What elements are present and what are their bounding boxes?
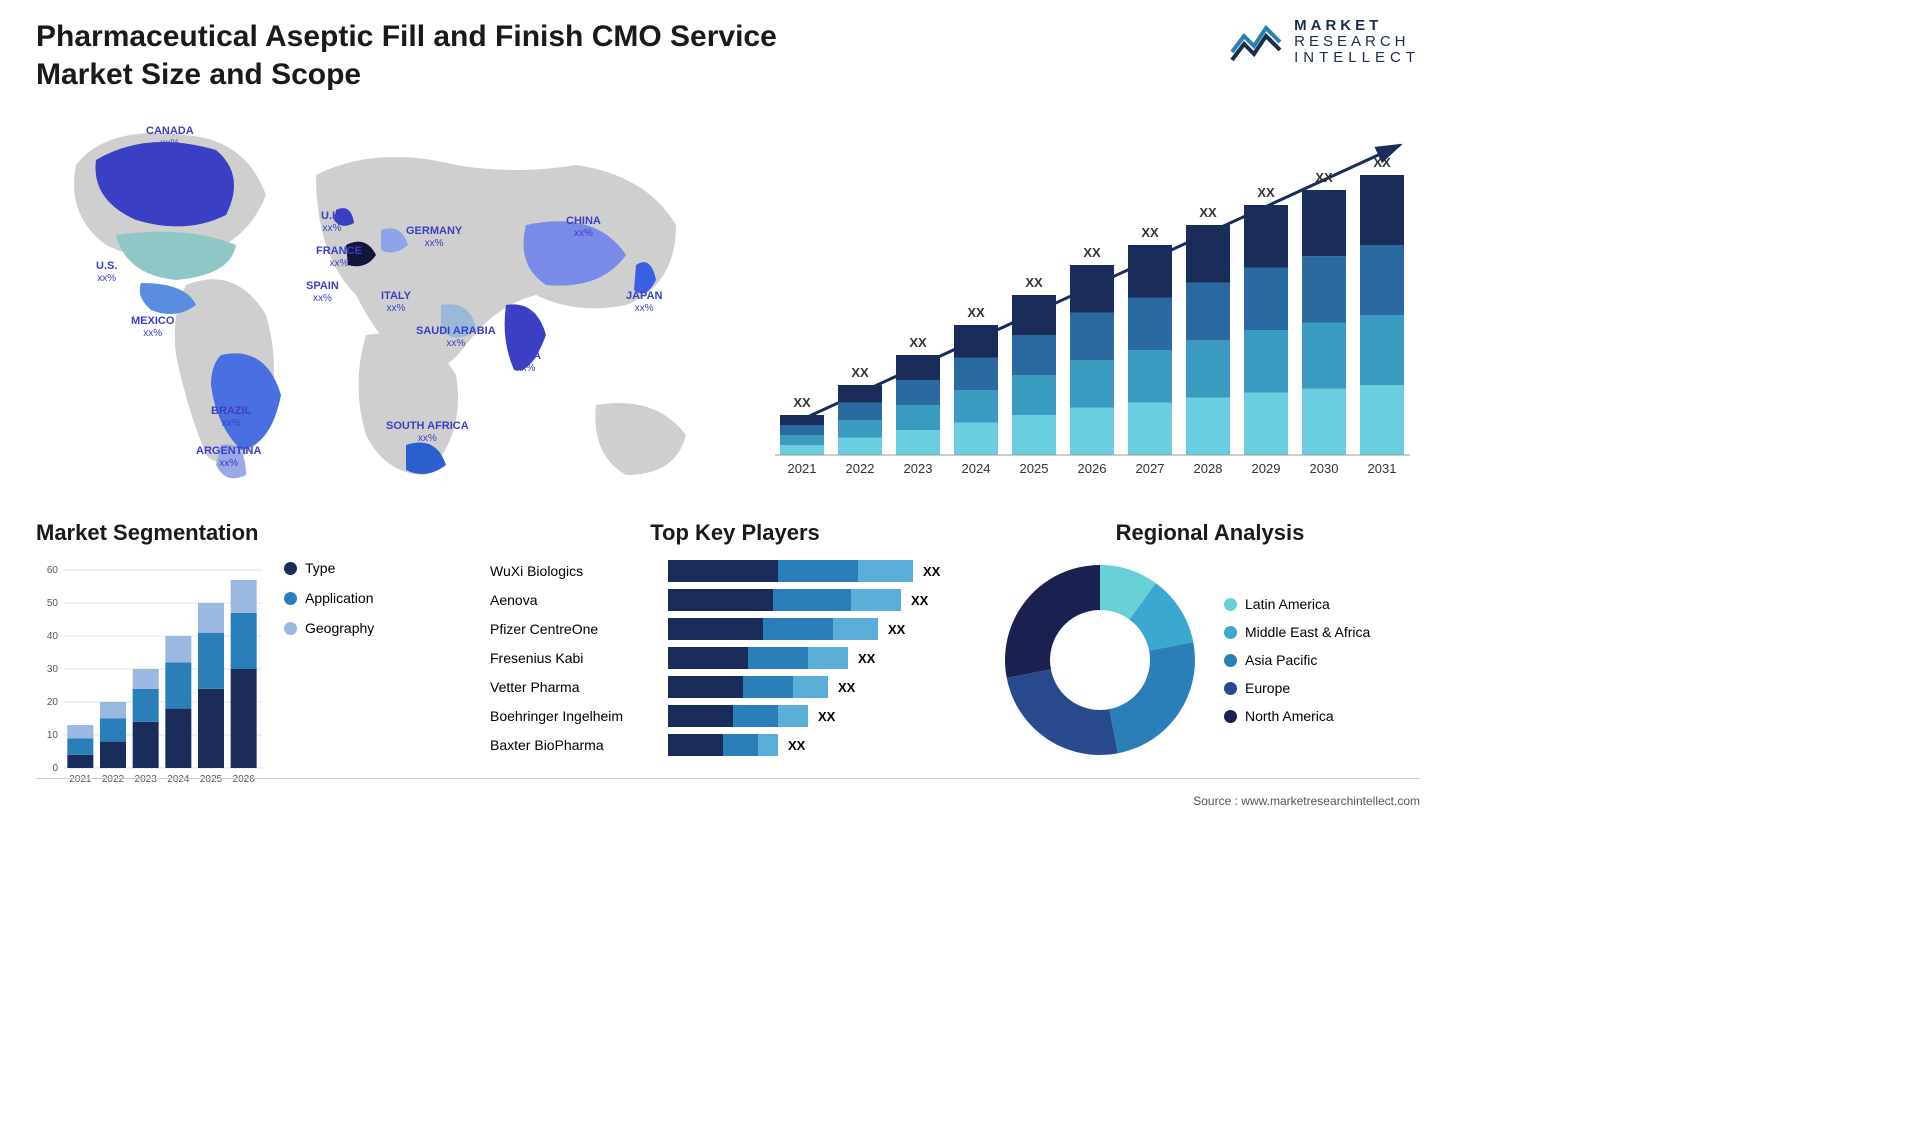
svg-text:2026: 2026 bbox=[233, 774, 256, 785]
players-bars: XX XX XX XX XX XX XX bbox=[668, 560, 980, 756]
player-bar-row: XX bbox=[668, 560, 980, 582]
map-label: BRAZILxx% bbox=[211, 405, 251, 429]
svg-text:XX: XX bbox=[1083, 245, 1101, 260]
legend-item: Application bbox=[284, 590, 374, 606]
svg-text:XX: XX bbox=[1141, 225, 1159, 240]
legend-item: Latin America bbox=[1224, 596, 1370, 612]
svg-text:40: 40 bbox=[47, 631, 59, 642]
map-label: FRANCExx% bbox=[316, 245, 362, 269]
svg-text:2025: 2025 bbox=[1020, 461, 1049, 476]
legend-item: North America bbox=[1224, 708, 1370, 724]
footer-separator bbox=[36, 778, 1420, 779]
svg-text:XX: XX bbox=[909, 335, 927, 350]
player-bar-row: XX bbox=[668, 589, 980, 611]
svg-text:10: 10 bbox=[47, 730, 59, 741]
svg-text:2030: 2030 bbox=[1310, 461, 1339, 476]
svg-text:2021: 2021 bbox=[69, 774, 92, 785]
segmentation-legend: Type Application Geography bbox=[284, 560, 374, 790]
legend-item: Type bbox=[284, 560, 374, 576]
segmentation-panel: Market Segmentation 0 10 20 30 40 50 60 2021 202… bbox=[36, 520, 456, 790]
svg-text:2024: 2024 bbox=[962, 461, 991, 476]
players-panel: Top Key Players WuXi Biologics Aenova Pfiz… bbox=[490, 520, 980, 756]
svg-text:XX: XX bbox=[1373, 155, 1391, 170]
map-label: CANADAxx% bbox=[146, 125, 194, 149]
svg-text:XX: XX bbox=[1315, 170, 1333, 185]
map-label: ITALYxx% bbox=[381, 290, 411, 314]
svg-text:2025: 2025 bbox=[200, 774, 223, 785]
svg-text:XX: XX bbox=[851, 365, 869, 380]
players-names: WuXi Biologics Aenova Pfizer CentreOne Fres… bbox=[490, 560, 660, 756]
brand-logo: MARKET RESEARCH INTELLECT bbox=[1230, 18, 1420, 65]
segmentation-title: Market Segmentation bbox=[36, 520, 456, 546]
regional-donut bbox=[1000, 560, 1200, 760]
svg-text:2029: 2029 bbox=[1252, 461, 1281, 476]
svg-text:2023: 2023 bbox=[904, 461, 933, 476]
svg-text:XX: XX bbox=[793, 395, 811, 410]
player-name: Fresenius Kabi bbox=[490, 647, 660, 669]
map-label: U.S.xx% bbox=[96, 260, 117, 284]
svg-text:2023: 2023 bbox=[135, 774, 158, 785]
map-label: JAPANxx% bbox=[626, 290, 662, 314]
logo-mark-icon bbox=[1230, 22, 1284, 62]
player-bar-row: XX bbox=[668, 705, 980, 727]
player-name: Pfizer CentreOne bbox=[490, 618, 660, 640]
map-label: MEXICOxx% bbox=[131, 315, 174, 339]
player-bar-row: XX bbox=[668, 618, 980, 640]
regional-title: Regional Analysis bbox=[1000, 520, 1420, 546]
logo-text-3: INTELLECT bbox=[1294, 50, 1420, 66]
player-name: Baxter BioPharma bbox=[490, 734, 660, 756]
svg-text:50: 50 bbox=[47, 598, 59, 609]
legend-item: Asia Pacific bbox=[1224, 652, 1370, 668]
svg-text:2021: 2021 bbox=[788, 461, 817, 476]
map-label: U.K.xx% bbox=[321, 210, 343, 234]
svg-text:2022: 2022 bbox=[102, 774, 125, 785]
svg-text:0: 0 bbox=[52, 763, 58, 774]
map-label: GERMANYxx% bbox=[406, 225, 462, 249]
player-bar-row: XX bbox=[668, 676, 980, 698]
map-label: INDIAxx% bbox=[511, 350, 541, 374]
regional-panel: Regional Analysis Latin America Middle Ea… bbox=[1000, 520, 1420, 760]
svg-text:XX: XX bbox=[1025, 275, 1043, 290]
source-text: Source : www.marketresearchintellect.com bbox=[1193, 794, 1420, 808]
page-title: Pharmaceutical Aseptic Fill and Finish C… bbox=[36, 18, 816, 93]
player-name: Vetter Pharma bbox=[490, 676, 660, 698]
svg-text:30: 30 bbox=[47, 664, 59, 675]
forecast-svg: 2021 XX 2022 XX 2023 XX 2024 XX 2025 XX 2026 XX 2027… bbox=[760, 105, 1420, 495]
svg-text:2031: 2031 bbox=[1368, 461, 1397, 476]
regional-legend: Latin America Middle East & Africa Asia Pa… bbox=[1224, 596, 1370, 724]
map-label: CHINAxx% bbox=[566, 215, 601, 239]
svg-text:2028: 2028 bbox=[1194, 461, 1223, 476]
svg-text:2022: 2022 bbox=[846, 461, 875, 476]
legend-item: Middle East & Africa bbox=[1224, 624, 1370, 640]
map-svg bbox=[36, 105, 716, 495]
player-name: Boehringer Ingelheim bbox=[490, 705, 660, 727]
legend-item: Geography bbox=[284, 620, 374, 636]
logo-text-2: RESEARCH bbox=[1294, 34, 1420, 50]
player-name: WuXi Biologics bbox=[490, 560, 660, 582]
map-label: SAUDI ARABIAxx% bbox=[416, 325, 496, 349]
map-label: SPAINxx% bbox=[306, 280, 339, 304]
svg-text:60: 60 bbox=[47, 565, 59, 576]
world-map: CANADAxx% U.S.xx% MEXICOxx% BRAZILxx% ARGENT… bbox=[36, 105, 716, 495]
svg-text:2026: 2026 bbox=[1078, 461, 1107, 476]
player-name: Aenova bbox=[490, 589, 660, 611]
players-title: Top Key Players bbox=[490, 520, 980, 546]
svg-text:XX: XX bbox=[1199, 205, 1217, 220]
map-label: ARGENTINAxx% bbox=[196, 445, 261, 469]
svg-text:XX: XX bbox=[1257, 185, 1275, 200]
svg-text:2027: 2027 bbox=[1136, 461, 1165, 476]
segmentation-chart: 0 10 20 30 40 50 60 2021 2022 2023 2024 2025 2026 bbox=[36, 560, 266, 790]
map-label: SOUTH AFRICAxx% bbox=[386, 420, 469, 444]
forecast-chart: 2021 XX 2022 XX 2023 XX 2024 XX 2025 XX 2026 XX 2027… bbox=[760, 105, 1420, 495]
svg-text:20: 20 bbox=[47, 697, 59, 708]
svg-text:2024: 2024 bbox=[167, 774, 190, 785]
player-bar-row: XX bbox=[668, 734, 980, 756]
legend-item: Europe bbox=[1224, 680, 1370, 696]
logo-text-1: MARKET bbox=[1294, 18, 1420, 34]
svg-text:XX: XX bbox=[967, 305, 985, 320]
player-bar-row: XX bbox=[668, 647, 980, 669]
